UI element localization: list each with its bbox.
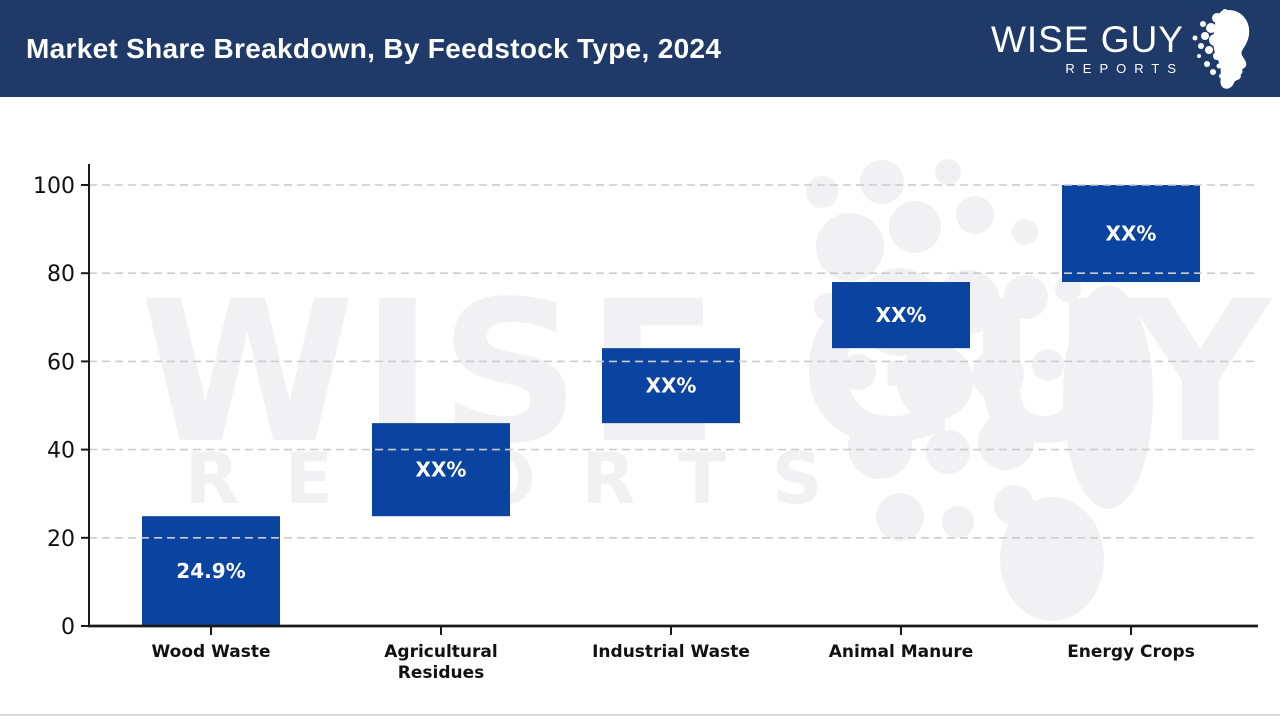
bar-segment xyxy=(142,516,280,626)
chart-area: WISE GUY REPORTS 24.9% XX% XX% XX% XX% 0 20 40 60 8… xyxy=(0,97,1280,714)
y-tick-label: 80 xyxy=(47,262,75,287)
wiseguy-head-icon xyxy=(1192,8,1250,89)
watermark-head-dot xyxy=(1043,414,1069,440)
watermark-head-dot xyxy=(889,201,941,253)
bar-segment xyxy=(372,423,510,517)
watermark-head-neck xyxy=(1000,497,1104,621)
y-tick-label: 0 xyxy=(61,615,75,640)
logo-wordmark: WISE GUY REPORTS xyxy=(991,21,1184,76)
bar-segment xyxy=(1062,185,1200,283)
x-tick-label: Residues xyxy=(398,663,485,683)
y-tick-label: 40 xyxy=(47,439,75,464)
x-tick-label: Animal Manure xyxy=(829,642,974,662)
watermark-head-dot xyxy=(860,160,904,204)
bar-value-label: XX% xyxy=(646,374,697,398)
bar-value-label: XX% xyxy=(876,303,927,327)
x-tick-label: Energy Crops xyxy=(1067,642,1195,662)
waterfall-chart: WISE GUYREPORTS24.9%XX%XX%XX%XX%02040608… xyxy=(33,159,1271,683)
logo-wordmark-sub: REPORTS xyxy=(1065,61,1184,76)
watermark-head-dot xyxy=(935,159,961,185)
y-tick-label: 100 xyxy=(33,174,75,199)
header-bar: Market Share Breakdown, By Feedstock Typ… xyxy=(0,0,1280,97)
watermark-head-dot xyxy=(978,414,1034,470)
watermark-head-dot xyxy=(1032,349,1064,381)
y-tick-label: 20 xyxy=(47,527,75,552)
watermark-head-dot xyxy=(848,415,912,479)
watermark-head-dot xyxy=(942,506,974,538)
x-tick-label: Industrial Waste xyxy=(592,642,750,662)
watermark-head-dot xyxy=(956,196,994,234)
watermark-head-dot xyxy=(1004,275,1048,319)
x-tick-label: Agricultural xyxy=(384,642,497,662)
logo-head-face xyxy=(1192,8,1250,89)
logo-wordmark-main: WISE GUY xyxy=(990,19,1184,60)
y-tick-label: 60 xyxy=(47,350,75,375)
watermark-head-dot xyxy=(972,349,1024,401)
watermark-head-dot xyxy=(816,213,884,281)
watermark-head-dot xyxy=(840,354,876,390)
brand-logo: WISE GUY REPORTS xyxy=(991,6,1254,92)
bottom-divider xyxy=(0,714,1280,720)
watermark-head-dot xyxy=(806,176,838,208)
watermark-head-dot xyxy=(1012,219,1038,245)
x-tick-label: Wood Waste xyxy=(152,642,271,662)
watermark-head-dot xyxy=(926,430,970,474)
watermark-head-dot xyxy=(876,493,924,541)
bar-value-label: XX% xyxy=(1106,222,1157,246)
watermark-head-profile xyxy=(1063,285,1153,509)
bar-value-label: 24.9% xyxy=(176,559,245,583)
watermark-head-dot xyxy=(1055,276,1081,302)
page-title: Market Share Breakdown, By Feedstock Typ… xyxy=(26,32,722,64)
bar-segment xyxy=(832,282,970,349)
bar-value-label: XX% xyxy=(416,458,467,482)
watermark-head-dot xyxy=(897,344,973,420)
logo-head-dots xyxy=(1192,8,1228,78)
